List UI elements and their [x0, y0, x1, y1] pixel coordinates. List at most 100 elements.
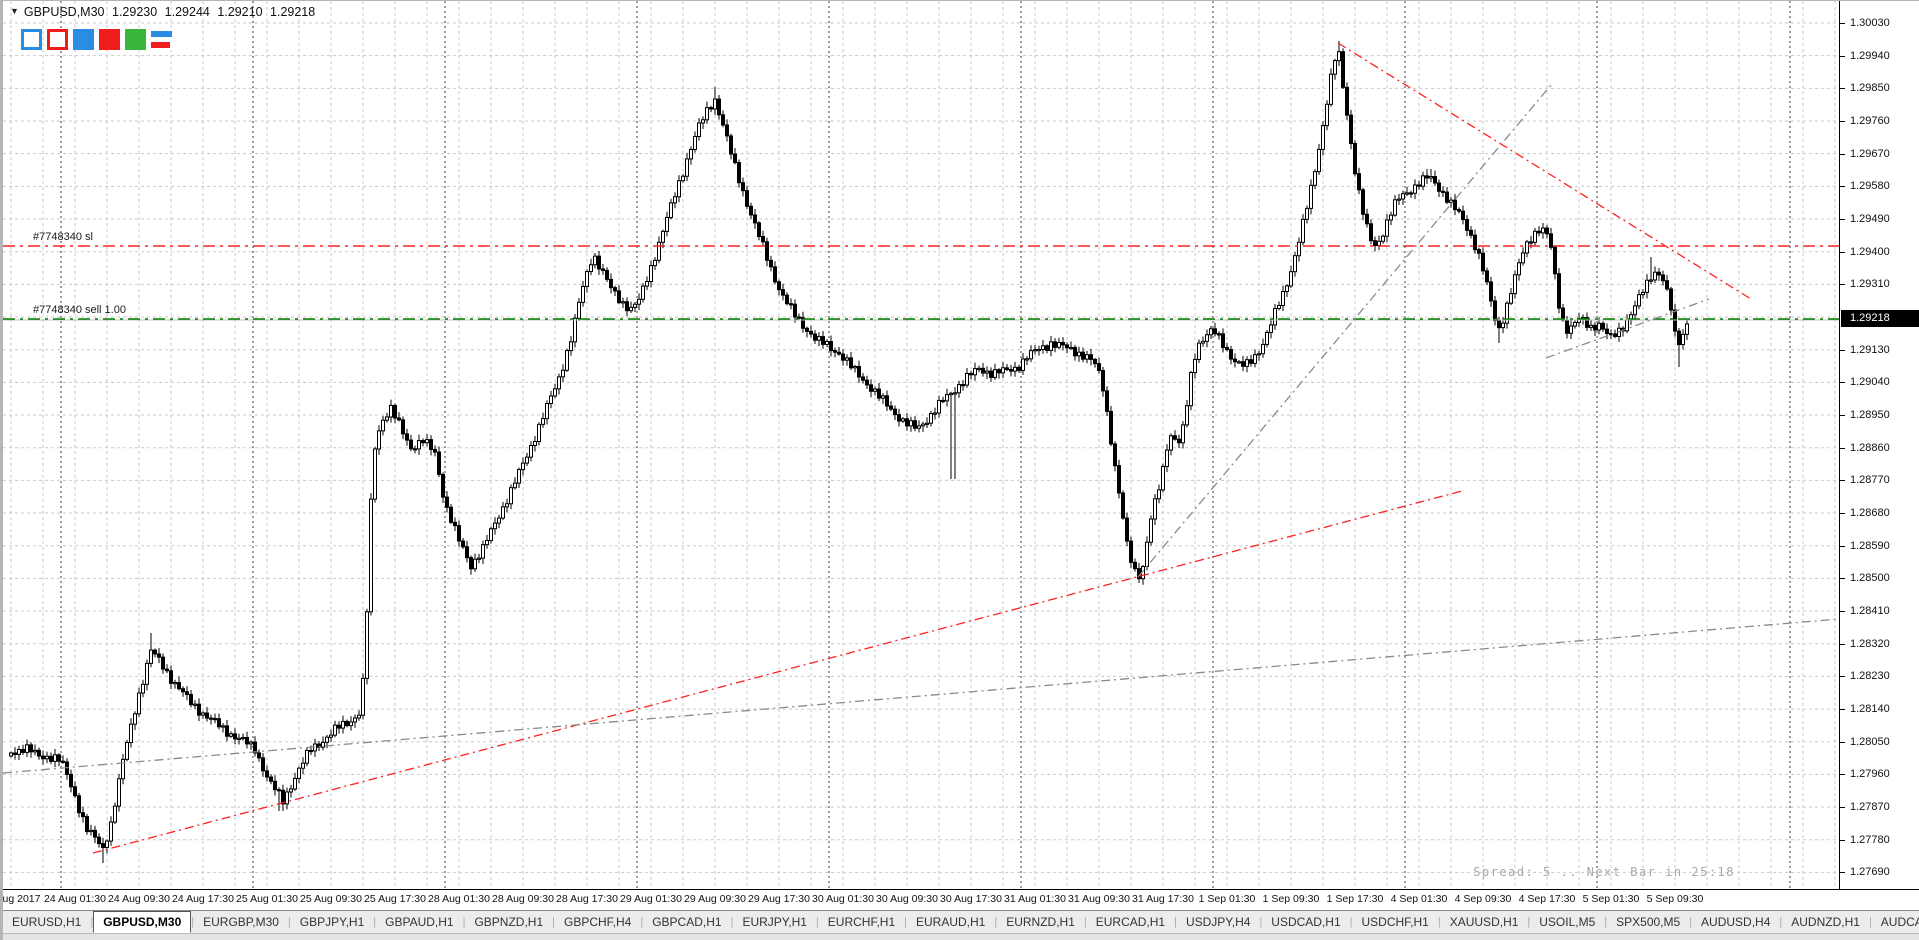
time-axis-label: 5 Sep 09:30: [1646, 893, 1704, 905]
price-tick-mark: [1840, 513, 1845, 515]
chart-tab-eurgbp-m30[interactable]: EURGBP,M30: [203, 915, 279, 929]
chart-canvas[interactable]: ▼ GBPUSD,M30 1.29230 1.29244 1.29210 1.29…: [3, 1, 1839, 889]
tab-separator: |: [1349, 916, 1353, 928]
chart-tab-eurjpy-h1[interactable]: EURJPY,H1: [742, 915, 807, 929]
candlestick-chart[interactable]: [3, 1, 1839, 889]
price-tick-label: 1.28500: [1850, 572, 1890, 585]
price-tick-mark: [1840, 545, 1845, 547]
ohlc-close: 1.29218: [270, 5, 316, 19]
chart-tab-usdjpy-h4[interactable]: USDJPY,H4: [1185, 915, 1251, 929]
price-tick-label: 1.29040: [1850, 376, 1890, 389]
time-axis-label: 30 Aug 17:30: [940, 893, 1002, 905]
chart-tab-eurusd-h1[interactable]: EURUSD,H1: [12, 915, 82, 929]
chart-tab-eurchf-h1[interactable]: EURCHF,H1: [827, 915, 896, 929]
tab-separator: |: [1083, 916, 1087, 928]
price-tick-mark: [1840, 55, 1845, 57]
time-axis-label: 4 Sep 01:30: [1390, 893, 1448, 905]
price-axis[interactable]: 1.29218 1.30030 1.29940 1.29850 1.29760 1.29…: [1840, 1, 1919, 889]
bottom-status-strip: [3, 933, 1919, 940]
time-axis-label: 28 Aug 01:30: [428, 893, 490, 905]
chart-tab-usdchf-h1[interactable]: USDCHF,H1: [1361, 915, 1429, 929]
chart-tab-gbpchf-h4[interactable]: GBPCHF,H4: [564, 915, 632, 929]
price-tick-label: 1.29670: [1850, 147, 1890, 160]
swatch-red-outline-icon[interactable]: [47, 29, 68, 50]
price-tick-mark: [1840, 382, 1845, 384]
price-tick-label: 1.27690: [1850, 866, 1890, 879]
color-swatch-toolbar: [21, 29, 172, 50]
chart-tab-gbpusd-m30[interactable]: GBPUSD,M30: [93, 911, 192, 933]
price-tick-label: 1.29130: [1850, 343, 1890, 356]
swatch-blue-outline-icon[interactable]: [21, 29, 42, 50]
chart-tab-usoil-m5[interactable]: USOIL,M5: [1539, 915, 1596, 929]
chart-tab-bar: EURUSD,H1 | GBPUSD,M30 | EURGBP,M30 | GBPJPY,H…: [3, 910, 1919, 933]
price-tick-mark: [1840, 709, 1845, 711]
chart-tab-audcad-daily[interactable]: AUDCAD,Daily: [1880, 915, 1919, 929]
order-sell-label[interactable]: #7748340 sell 1.00: [33, 304, 126, 316]
price-tick-mark: [1840, 88, 1845, 90]
chart-tab-spx500-m5[interactable]: SPX500,M5: [1616, 915, 1681, 929]
spread-nextbar-status: Spread: 5 .. Next Bar in 25:18: [1473, 865, 1735, 879]
chart-tab-gbpaud-h1[interactable]: GBPAUD,H1: [385, 915, 454, 929]
tab-separator: |: [462, 916, 466, 928]
price-tick-mark: [1840, 121, 1845, 122]
tab-separator: |: [191, 916, 195, 928]
order-sl-label[interactable]: #7748340 sl: [33, 231, 93, 243]
chart-tab-gbpnzd-h1[interactable]: GBPNZD,H1: [474, 915, 544, 929]
ohlc-open: 1.29230: [112, 5, 158, 19]
time-axis-label: 24 Aug 09:30: [108, 893, 170, 905]
price-tick-mark: [1840, 872, 1845, 874]
price-tick-label: 1.29580: [1850, 180, 1890, 193]
ohlc-low: 1.29210: [217, 5, 263, 19]
tab-separator: |: [1689, 916, 1693, 928]
swatch-red-fill-icon[interactable]: [99, 29, 120, 50]
price-tick-label: 1.29850: [1850, 82, 1890, 95]
time-axis-label: 24 Aug 01:30: [44, 893, 106, 905]
tab-separator: |: [287, 916, 291, 928]
time-axis-label: 25 Aug 17:30: [364, 893, 426, 905]
tab-separator: |: [373, 916, 377, 928]
swatch-blue-fill-icon[interactable]: [73, 29, 94, 50]
tab-separator: |: [552, 916, 555, 928]
time-axis-label: 25 Aug 01:30: [236, 893, 298, 905]
chart-tab-eurcad-h1[interactable]: EURCAD,H1: [1095, 915, 1166, 929]
chart-tab-audnzd-h1[interactable]: AUDNZD,H1: [1791, 915, 1860, 929]
chart-tab-audusd-h4[interactable]: AUDUSD,H4: [1701, 915, 1771, 929]
chart-tab-eurnzd-h1[interactable]: EURNZD,H1: [1006, 915, 1075, 929]
price-tick-mark: [1840, 284, 1845, 286]
price-tick-mark: [1840, 251, 1845, 253]
chart-header: ▼ GBPUSD,M30 1.29230 1.29244 1.29210 1.29…: [10, 5, 319, 19]
chart-tab-usdcad-h1[interactable]: USDCAD,H1: [1271, 915, 1341, 929]
price-tick-mark: [1840, 578, 1845, 580]
time-axis-label: 25 Aug 09:30: [300, 893, 362, 905]
price-tick-label: 1.27870: [1850, 801, 1890, 814]
time-axis-label: 30 Aug 09:30: [876, 893, 938, 905]
time-axis-label: 29 Aug 17:30: [748, 893, 810, 905]
chart-dropdown-icon[interactable]: ▼: [10, 6, 19, 16]
price-tick-label: 1.28050: [1850, 735, 1890, 748]
swatch-green-fill-icon[interactable]: [125, 29, 146, 50]
chart-tab-gbpjpy-h1[interactable]: GBPJPY,H1: [299, 915, 365, 929]
chart-tab-gbpcad-h1[interactable]: GBPCAD,H1: [652, 915, 722, 929]
price-tick-mark: [1840, 480, 1845, 482]
price-axis-divider: [1839, 1, 1840, 889]
price-tick-mark: [1840, 153, 1845, 155]
price-tick-mark: [1840, 415, 1845, 417]
tab-separator: |: [1527, 916, 1531, 928]
time-axis-label: 28 Aug 09:30: [492, 893, 554, 905]
price-tick-mark: [1840, 807, 1845, 809]
price-tick-mark: [1840, 741, 1845, 743]
chart-tab-euraud-h1[interactable]: EURAUD,H1: [915, 915, 986, 929]
price-tick-label: 1.28140: [1850, 703, 1890, 716]
chart-tab-xauusd-h1[interactable]: XAUUSD,H1: [1449, 915, 1519, 929]
tab-separator: |: [1604, 916, 1608, 928]
price-tick-mark: [1840, 774, 1845, 776]
price-tick-label: 1.28590: [1850, 539, 1890, 552]
price-tick-label: 1.30030: [1850, 17, 1890, 29]
time-axis-label: 1 Sep 17:30: [1326, 893, 1384, 905]
price-tick-label: 1.28950: [1850, 409, 1890, 422]
swatch-bid-ask-bars-icon[interactable]: [151, 29, 172, 50]
ask-bar-icon: [151, 31, 172, 37]
price-tick-label: 1.27780: [1850, 833, 1890, 846]
